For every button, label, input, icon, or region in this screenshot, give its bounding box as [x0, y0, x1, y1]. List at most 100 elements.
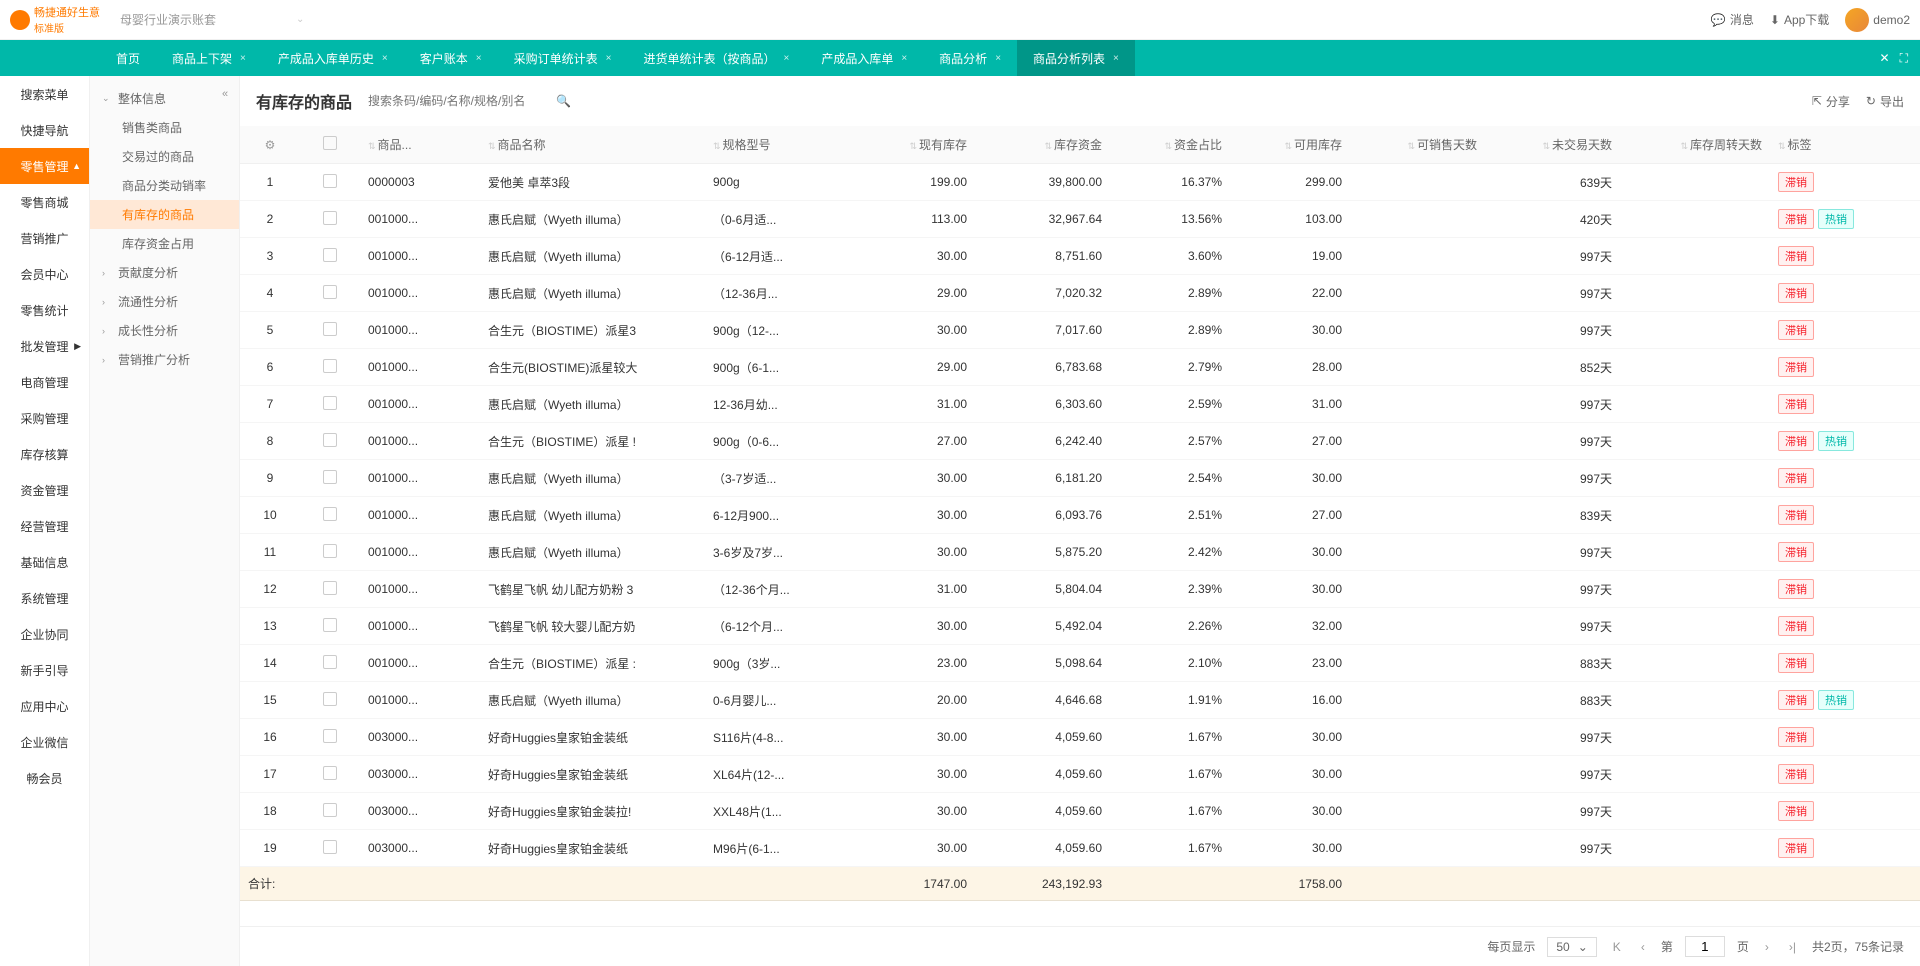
nav-group[interactable]: ›贡献度分析: [90, 258, 239, 287]
row-checkbox[interactable]: [323, 396, 337, 410]
nav-sub-item[interactable]: 商品分类动销率: [90, 171, 239, 200]
sidebar-item[interactable]: 电商管理: [0, 364, 89, 400]
export-button[interactable]: ↻ 导出: [1866, 93, 1904, 110]
row-checkbox[interactable]: [323, 840, 337, 854]
row-checkbox[interactable]: [323, 359, 337, 373]
sidebar-item[interactable]: 营销推广: [0, 220, 89, 256]
column-header[interactable]: ⇅资金占比: [1110, 126, 1230, 164]
sidebar-item[interactable]: 采购管理: [0, 400, 89, 436]
sidebar-item[interactable]: 应用中心: [0, 688, 89, 724]
tab-close-icon[interactable]: ×: [476, 53, 482, 64]
row-checkbox[interactable]: [323, 729, 337, 743]
account-selector[interactable]: 母婴行业演示账套 ⌄: [100, 11, 324, 28]
row-checkbox[interactable]: [323, 285, 337, 299]
sidebar-item[interactable]: 企业协同: [0, 616, 89, 652]
sidebar-item[interactable]: 资金管理: [0, 472, 89, 508]
column-header[interactable]: ⇅可销售天数: [1350, 126, 1485, 164]
table-row[interactable]: 5001000...合生元（BIOSTIME）派星3900g（12-...30.…: [240, 312, 1920, 349]
row-checkbox[interactable]: [323, 544, 337, 558]
column-header[interactable]: ⇅库存资金: [975, 126, 1110, 164]
nav-group[interactable]: ›成长性分析: [90, 316, 239, 345]
tab[interactable]: 进货单统计表（按商品）×: [627, 40, 805, 76]
row-checkbox[interactable]: [323, 655, 337, 669]
app-download-button[interactable]: ⬇ App下载: [1770, 11, 1829, 28]
sidebar-item[interactable]: 零售商城: [0, 184, 89, 220]
column-header[interactable]: ⇅商品名称: [480, 126, 705, 164]
table-row[interactable]: 13001000...飞鹤星飞帆 较大婴儿配方奶（6-12个月...30.005…: [240, 608, 1920, 645]
table-row[interactable]: 3001000...惠氏启赋（Wyeth illuma）（6-12月适...30…: [240, 238, 1920, 275]
tab[interactable]: 商品上下架×: [156, 40, 262, 76]
sidebar-item[interactable]: 批发管理▶: [0, 328, 89, 364]
tab-close-icon[interactable]: ×: [783, 53, 789, 64]
row-checkbox[interactable]: [323, 211, 337, 225]
row-checkbox[interactable]: [323, 322, 337, 336]
column-header[interactable]: ⇅规格型号: [705, 126, 855, 164]
sidebar-item[interactable]: 经营管理: [0, 508, 89, 544]
row-checkbox[interactable]: [323, 174, 337, 188]
fullscreen-icon[interactable]: ⛶: [1900, 51, 1908, 66]
table-row[interactable]: 6001000...合生元(BIOSTIME)派星较大900g（6-1...29…: [240, 349, 1920, 386]
table-row[interactable]: 4001000...惠氏启赋（Wyeth illuma）（12-36月...29…: [240, 275, 1920, 312]
table-row[interactable]: 8001000...合生元（BIOSTIME）派星 !900g（0-6...27…: [240, 423, 1920, 460]
column-header[interactable]: ⇅库存周转天数: [1620, 126, 1770, 164]
table-wrapper[interactable]: ⚙ ⇅商品...⇅商品名称⇅规格型号⇅现有库存⇅库存资金⇅资金占比⇅可用库存⇅可销…: [240, 126, 1920, 926]
share-button[interactable]: ⇱ 分享: [1812, 93, 1850, 110]
sidebar-item[interactable]: 新手引导: [0, 652, 89, 688]
table-row[interactable]: 17003000...好奇Huggies皇家铂金装纸XL64片(12-...30…: [240, 756, 1920, 793]
tab[interactable]: 采购订单统计表×: [498, 40, 628, 76]
tab-close-icon[interactable]: ×: [901, 53, 907, 64]
nav-sub-item[interactable]: 销售类商品: [90, 113, 239, 142]
prev-page-button[interactable]: ‹: [1637, 940, 1649, 954]
tab[interactable]: 首页: [100, 40, 156, 76]
tab[interactable]: 产成品入库单历史×: [262, 40, 404, 76]
column-header[interactable]: ⇅商品...: [360, 126, 480, 164]
sidebar-item[interactable]: 快捷导航: [0, 112, 89, 148]
nav-sub-item[interactable]: 交易过的商品: [90, 142, 239, 171]
table-row[interactable]: 10000003爱他美 卓萃3段900g199.0039,800.0016.37…: [240, 164, 1920, 201]
column-header[interactable]: ⇅可用库存: [1230, 126, 1350, 164]
last-page-button[interactable]: ›|: [1785, 940, 1800, 954]
table-row[interactable]: 2001000...惠氏启赋（Wyeth illuma）（0-6月适...113…: [240, 201, 1920, 238]
tab-close-icon[interactable]: ×: [995, 53, 1001, 64]
sidebar-item[interactable]: 会员中心: [0, 256, 89, 292]
collapse-nav-icon[interactable]: «: [215, 84, 235, 104]
per-page-select[interactable]: 50 ⌄: [1547, 937, 1596, 957]
table-row[interactable]: 7001000...惠氏启赋（Wyeth illuma）12-36月幼...31…: [240, 386, 1920, 423]
row-checkbox[interactable]: [323, 803, 337, 817]
first-page-button[interactable]: K: [1609, 940, 1625, 954]
search-icon[interactable]: 🔍: [556, 94, 571, 108]
row-checkbox[interactable]: [323, 581, 337, 595]
next-page-button[interactable]: ›: [1761, 940, 1773, 954]
sidebar-item[interactable]: 零售管理▲: [0, 148, 89, 184]
search-input[interactable]: [368, 94, 548, 108]
tab[interactable]: 客户账本×: [404, 40, 498, 76]
row-checkbox[interactable]: [323, 433, 337, 447]
tab-close-icon[interactable]: ×: [606, 53, 612, 64]
user-menu[interactable]: demo2: [1845, 8, 1910, 32]
sidebar-item[interactable]: 零售统计: [0, 292, 89, 328]
row-checkbox[interactable]: [323, 766, 337, 780]
gear-icon[interactable]: ⚙: [265, 138, 276, 152]
close-all-icon[interactable]: ✕: [1880, 51, 1890, 65]
table-row[interactable]: 10001000...惠氏启赋（Wyeth illuma）6-12月900...…: [240, 497, 1920, 534]
sidebar-item[interactable]: 企业微信: [0, 724, 89, 760]
message-button[interactable]: 💬 消息: [1711, 11, 1754, 28]
table-row[interactable]: 15001000...惠氏启赋（Wyeth illuma）0-6月婴儿...20…: [240, 682, 1920, 719]
table-row[interactable]: 18003000...好奇Huggies皇家铂金装拉!XXL48片(1...30…: [240, 793, 1920, 830]
column-header[interactable]: ⇅现有库存: [855, 126, 975, 164]
sidebar-item[interactable]: 搜索菜单: [0, 76, 89, 112]
tab[interactable]: 商品分析列表×: [1017, 40, 1135, 76]
nav-sub-item[interactable]: 有库存的商品: [90, 200, 239, 229]
row-checkbox[interactable]: [323, 692, 337, 706]
table-row[interactable]: 16003000...好奇Huggies皇家铂金装纸S116片(4-8...30…: [240, 719, 1920, 756]
sidebar-item[interactable]: 系统管理: [0, 580, 89, 616]
tab-close-icon[interactable]: ×: [240, 53, 246, 64]
nav-group[interactable]: ›营销推广分析: [90, 345, 239, 374]
tab-close-icon[interactable]: ×: [382, 53, 388, 64]
tab[interactable]: 产成品入库单×: [805, 40, 923, 76]
page-input[interactable]: [1685, 936, 1725, 957]
nav-group[interactable]: ›流通性分析: [90, 287, 239, 316]
checkbox-all[interactable]: [323, 136, 337, 150]
column-header[interactable]: ⇅标签: [1770, 126, 1920, 164]
row-checkbox[interactable]: [323, 248, 337, 262]
